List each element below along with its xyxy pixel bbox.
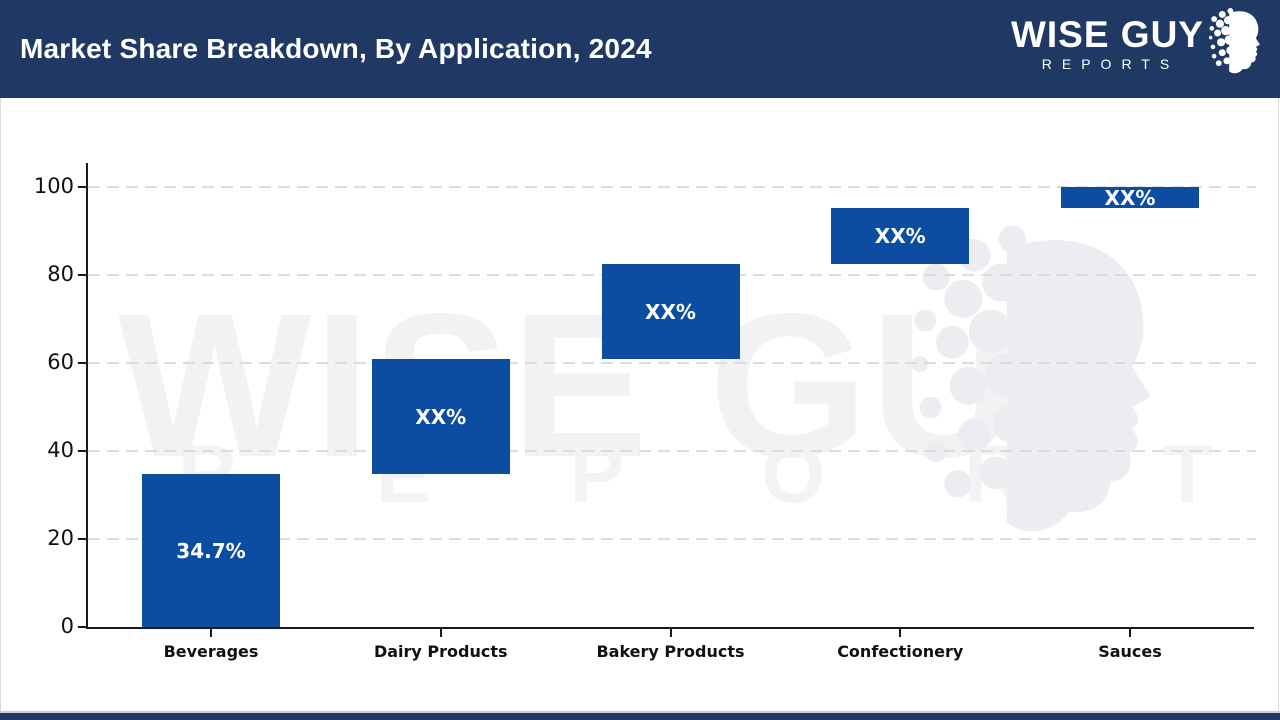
gridline-20: [88, 538, 1256, 540]
x-axis-label-3: Confectionery: [837, 642, 964, 661]
x-tick-0: [210, 629, 212, 637]
bar-value-label: XX%: [415, 404, 467, 429]
y-tick-100: [78, 186, 86, 188]
y-tick-40: [78, 450, 86, 452]
right-border: [1278, 98, 1279, 720]
y-tick-0: [78, 626, 86, 628]
x-axis-label-0: Beverages: [163, 642, 259, 661]
logo-wordmark: WISE GUY REPORTS: [1010, 14, 1204, 72]
gridline-60: [88, 362, 1256, 364]
x-axis-label-1: Dairy Products: [373, 642, 508, 661]
y-tick-20: [78, 538, 86, 540]
bar-bakery-products: XX%: [601, 264, 740, 360]
watermark-head-icon: [911, 225, 1151, 532]
x-tick-3: [899, 629, 902, 637]
gridline-40: [88, 450, 1256, 452]
y-tick-label-40: 40: [47, 438, 74, 462]
bar-value-label: XX%: [1104, 185, 1156, 210]
y-tick-label-20: 20: [47, 526, 74, 550]
x-axis-line: [86, 627, 1254, 629]
y-tick-60: [78, 362, 86, 364]
bar-value-label: XX%: [874, 224, 926, 249]
wiseguy-head-icon: [1208, 8, 1260, 74]
y-tick-label-80: 80: [47, 262, 74, 286]
gridline-100: [88, 186, 1256, 188]
y-tick-label-100: 100: [33, 174, 74, 198]
bar-value-label: XX%: [645, 299, 696, 324]
x-axis-label-4: Sauces: [1098, 642, 1162, 661]
left-border: [0, 98, 1, 720]
bar-dairy-products: XX%: [371, 359, 510, 475]
logo-line2: REPORTS: [1041, 55, 1180, 72]
bar-sauces: XX%: [1061, 185, 1199, 210]
y-tick-label-0: 0: [60, 614, 74, 638]
bar-beverages: 34.7%: [142, 474, 280, 627]
x-tick-2: [669, 629, 672, 637]
header: Market Share Breakdown, By Application, …: [0, 0, 1280, 98]
x-axis-label-2: Bakery Products: [596, 642, 745, 661]
bar-confectionery: XX%: [831, 208, 970, 264]
footer-bar: [0, 713, 1280, 720]
wiseguy-logo: WISE GUY REPORTS: [1011, 6, 1264, 82]
waterfall-chart: 0 20 40 60 80 100 34.7% Beverages XX% Dairy Produ…: [0, 98, 1280, 720]
logo-line1: WISE GUY: [1010, 14, 1204, 56]
bottom-divider: [0, 711, 1280, 713]
x-tick-4: [1129, 629, 1131, 637]
y-tick-label-60: 60: [47, 350, 74, 374]
watermark-wordmark: WISE GU: [118, 271, 1021, 500]
page-title: Market Share Breakdown, By Application, …: [20, 33, 652, 64]
x-tick-1: [439, 629, 442, 637]
y-tick-80: [78, 274, 86, 276]
y-axis-line: [86, 163, 88, 629]
bar-value-label: 34.7%: [176, 538, 246, 563]
